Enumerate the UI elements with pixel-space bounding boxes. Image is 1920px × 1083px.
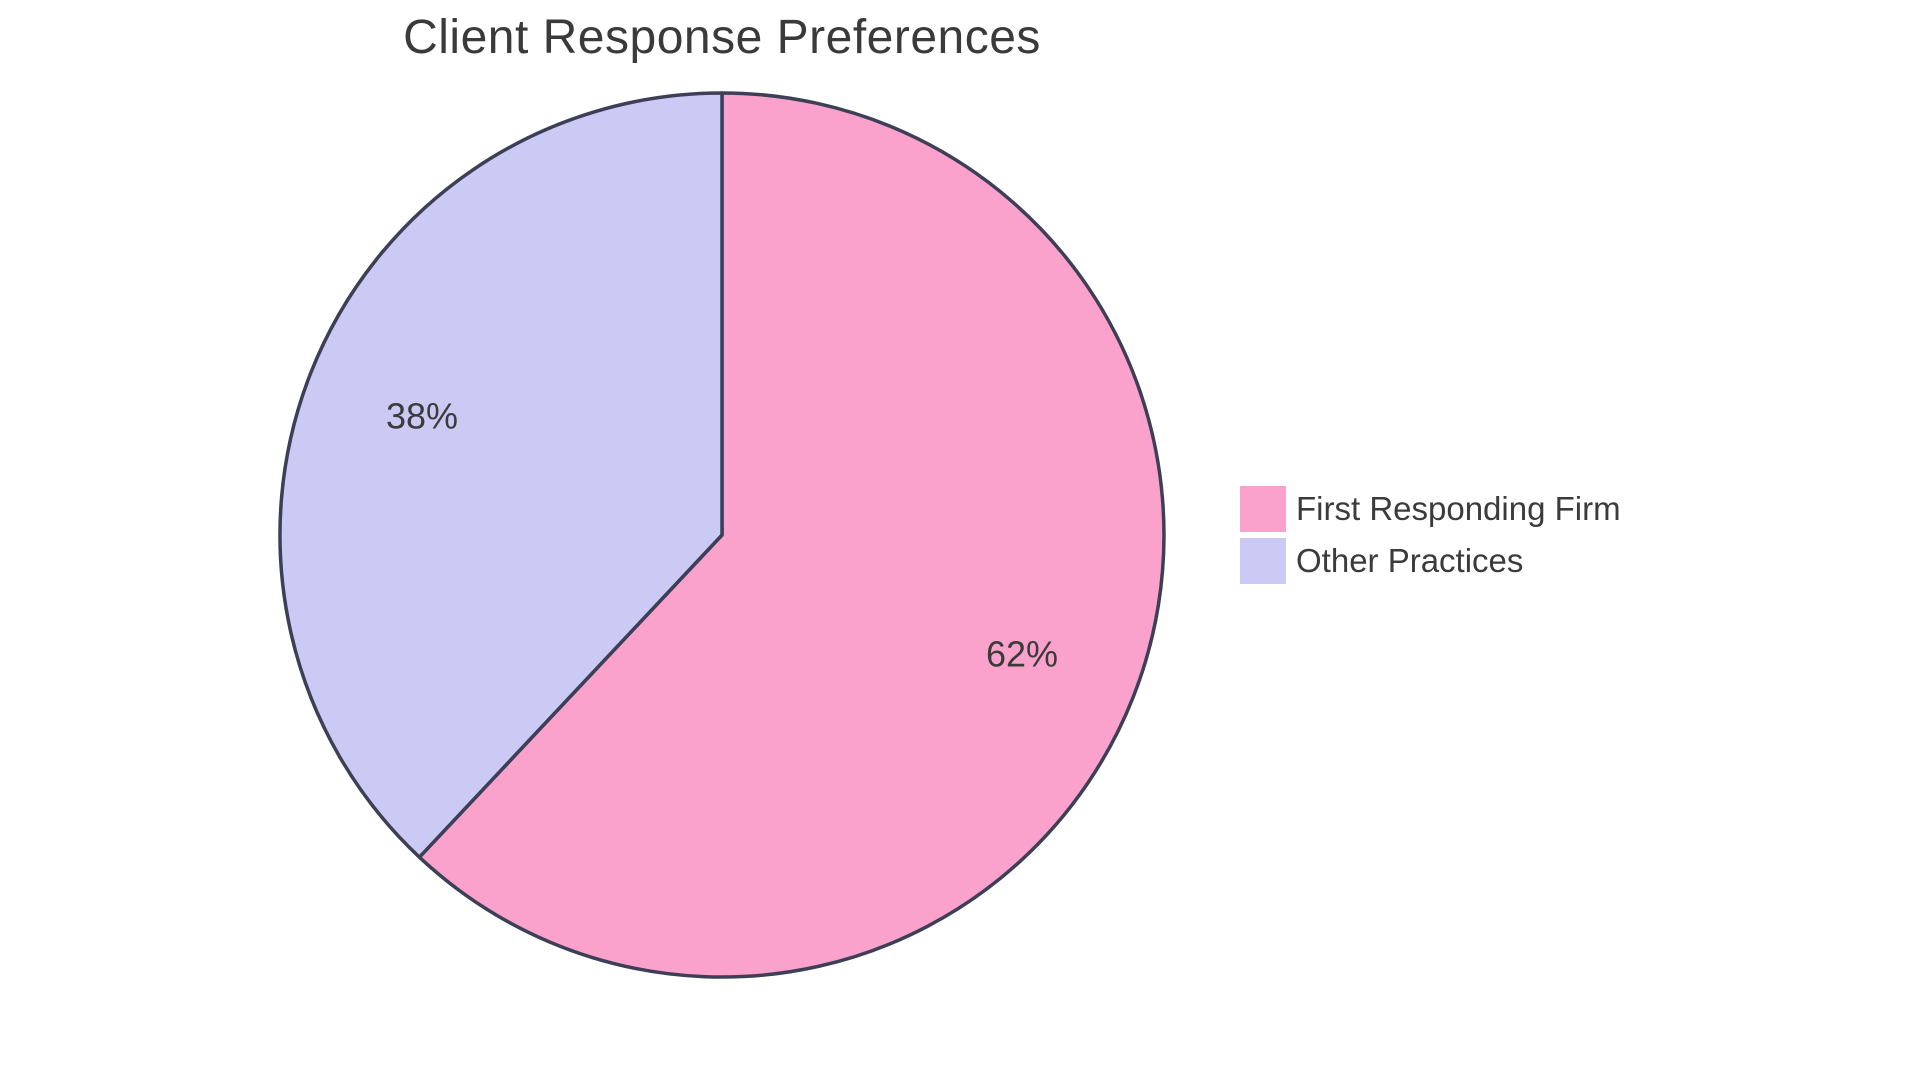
legend-item-first-responding-firm: First Responding Firm	[1240, 486, 1621, 532]
legend-item-other-practices: Other Practices	[1240, 538, 1621, 584]
legend-swatch-first-responding-firm	[1240, 486, 1286, 532]
pie-slice-first-responding-firm	[417, 91, 1166, 979]
pie-percentage-label-38: 38%	[386, 396, 458, 437]
legend-label-first-responding-firm: First Responding Firm	[1296, 490, 1621, 527]
pie-percentage-label-62: 62%	[986, 633, 1058, 674]
pie-slice-other-practices	[278, 91, 724, 859]
legend: First Responding Firm Other Practices	[1240, 486, 1621, 590]
legend-swatch-other-practices	[1240, 538, 1286, 584]
chart-title: Client Response Preferences	[403, 11, 1041, 64]
legend-label-other-practices: Other Practices	[1296, 542, 1524, 579]
